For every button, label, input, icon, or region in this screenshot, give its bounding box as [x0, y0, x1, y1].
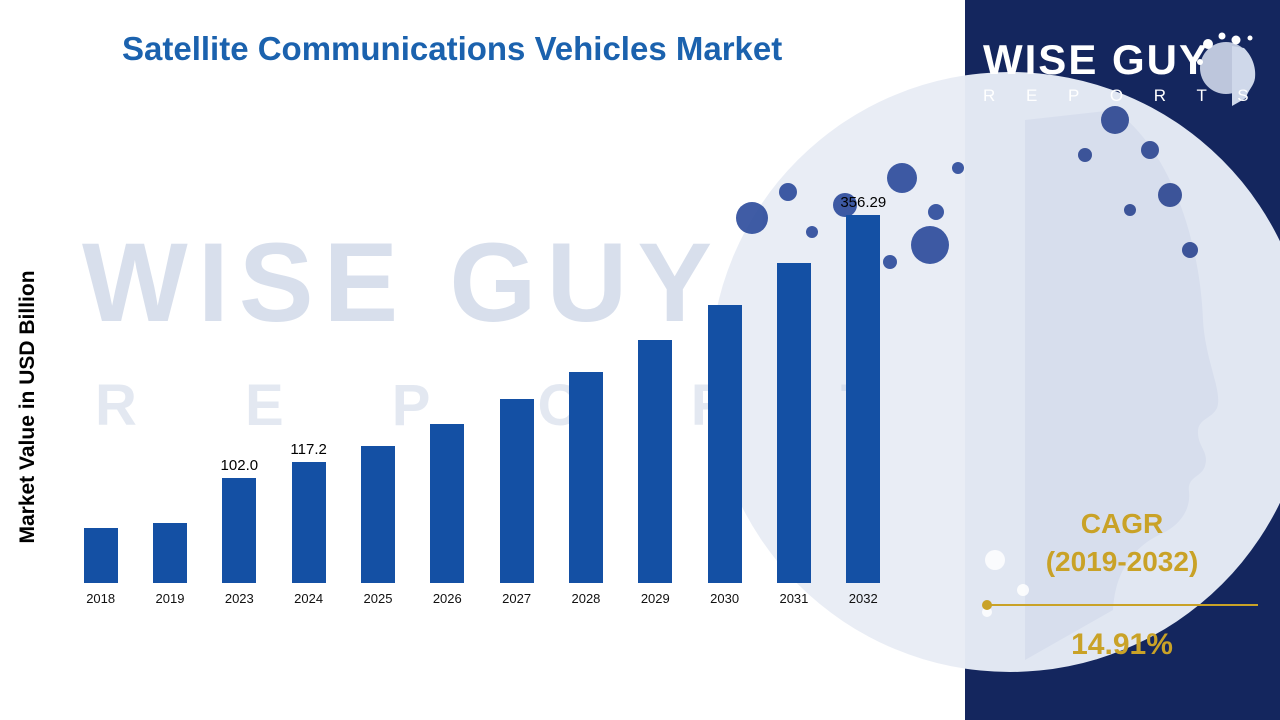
bar-year-label: 2030 — [710, 591, 740, 606]
bar — [707, 305, 742, 583]
bar-year-label: 2027 — [502, 591, 532, 606]
bar-column: 2027 — [482, 183, 551, 606]
bar-value-label: 102.0 — [220, 457, 259, 474]
bar-column: 2029 — [621, 183, 690, 606]
bar — [152, 523, 187, 583]
brand-logo: WISE GUY R E P O R T S — [983, 36, 1262, 106]
bar — [291, 462, 326, 583]
bar-column: 2026 — [413, 183, 482, 606]
bar-year-label: 2026 — [432, 591, 462, 606]
bar-column: 2028 — [551, 183, 620, 606]
cagr-block: CAGR (2019-2032) 14.91% — [982, 508, 1262, 662]
bar — [499, 399, 534, 583]
bar-year-label: 2029 — [640, 591, 670, 606]
bar-year-label: 2024 — [294, 591, 324, 606]
bar — [222, 478, 257, 583]
bar-column: 2025 — [343, 183, 412, 606]
bar — [568, 372, 603, 583]
bar-year-label: 2031 — [779, 591, 809, 606]
brand-logo-reports: R E P O R T S — [983, 86, 1262, 105]
bar-year-label: 2023 — [224, 591, 254, 606]
brand-logo-wordmark: WISE GUY — [983, 36, 1210, 83]
watermark-wordmark: WISE GUY — [82, 220, 723, 345]
bar-column: 2018 — [66, 183, 135, 606]
bar — [360, 446, 395, 583]
bar-column: 2019 — [135, 183, 204, 606]
bar — [430, 424, 465, 583]
bar-year-label: 2032 — [848, 591, 878, 606]
bar-column: 2031 — [759, 183, 828, 606]
cagr-range: (2019-2032) — [1045, 546, 1199, 577]
bar-year-label: 2018 — [86, 591, 116, 606]
bar — [83, 528, 118, 583]
bar-value-label: 117.2 — [290, 441, 327, 458]
bar-value-label: 356.29 — [840, 194, 887, 211]
cagr-value: 14.91% — [1071, 628, 1173, 661]
bar-column: 356.29 2032 — [829, 183, 898, 606]
bar — [776, 263, 811, 583]
page-title: Satellite Communications Vehicles Market — [122, 30, 783, 67]
bar — [846, 215, 881, 583]
bar-year-label: 2028 — [571, 591, 601, 606]
bar-year-label: 2025 — [363, 591, 393, 606]
cagr-label: CAGR — [1080, 508, 1164, 539]
bar-year-label: 2019 — [155, 591, 185, 606]
y-axis-label: Market Value in USD Billion — [16, 270, 39, 544]
bar-column: 102.0 2023 — [205, 183, 274, 606]
bar-column: 117.2 2024 — [274, 183, 343, 606]
cagr-divider-line — [982, 600, 1258, 610]
bar-chart: 2018 2019 102.0 2023 117.2 2024 2025 2026 2027 20… — [66, 183, 898, 606]
bar — [638, 340, 673, 583]
bar-column: 2030 — [690, 183, 759, 606]
sidebar-panel: WISE GUY R E P O R T S CAGR (2019-2032) … — [965, 0, 1280, 720]
